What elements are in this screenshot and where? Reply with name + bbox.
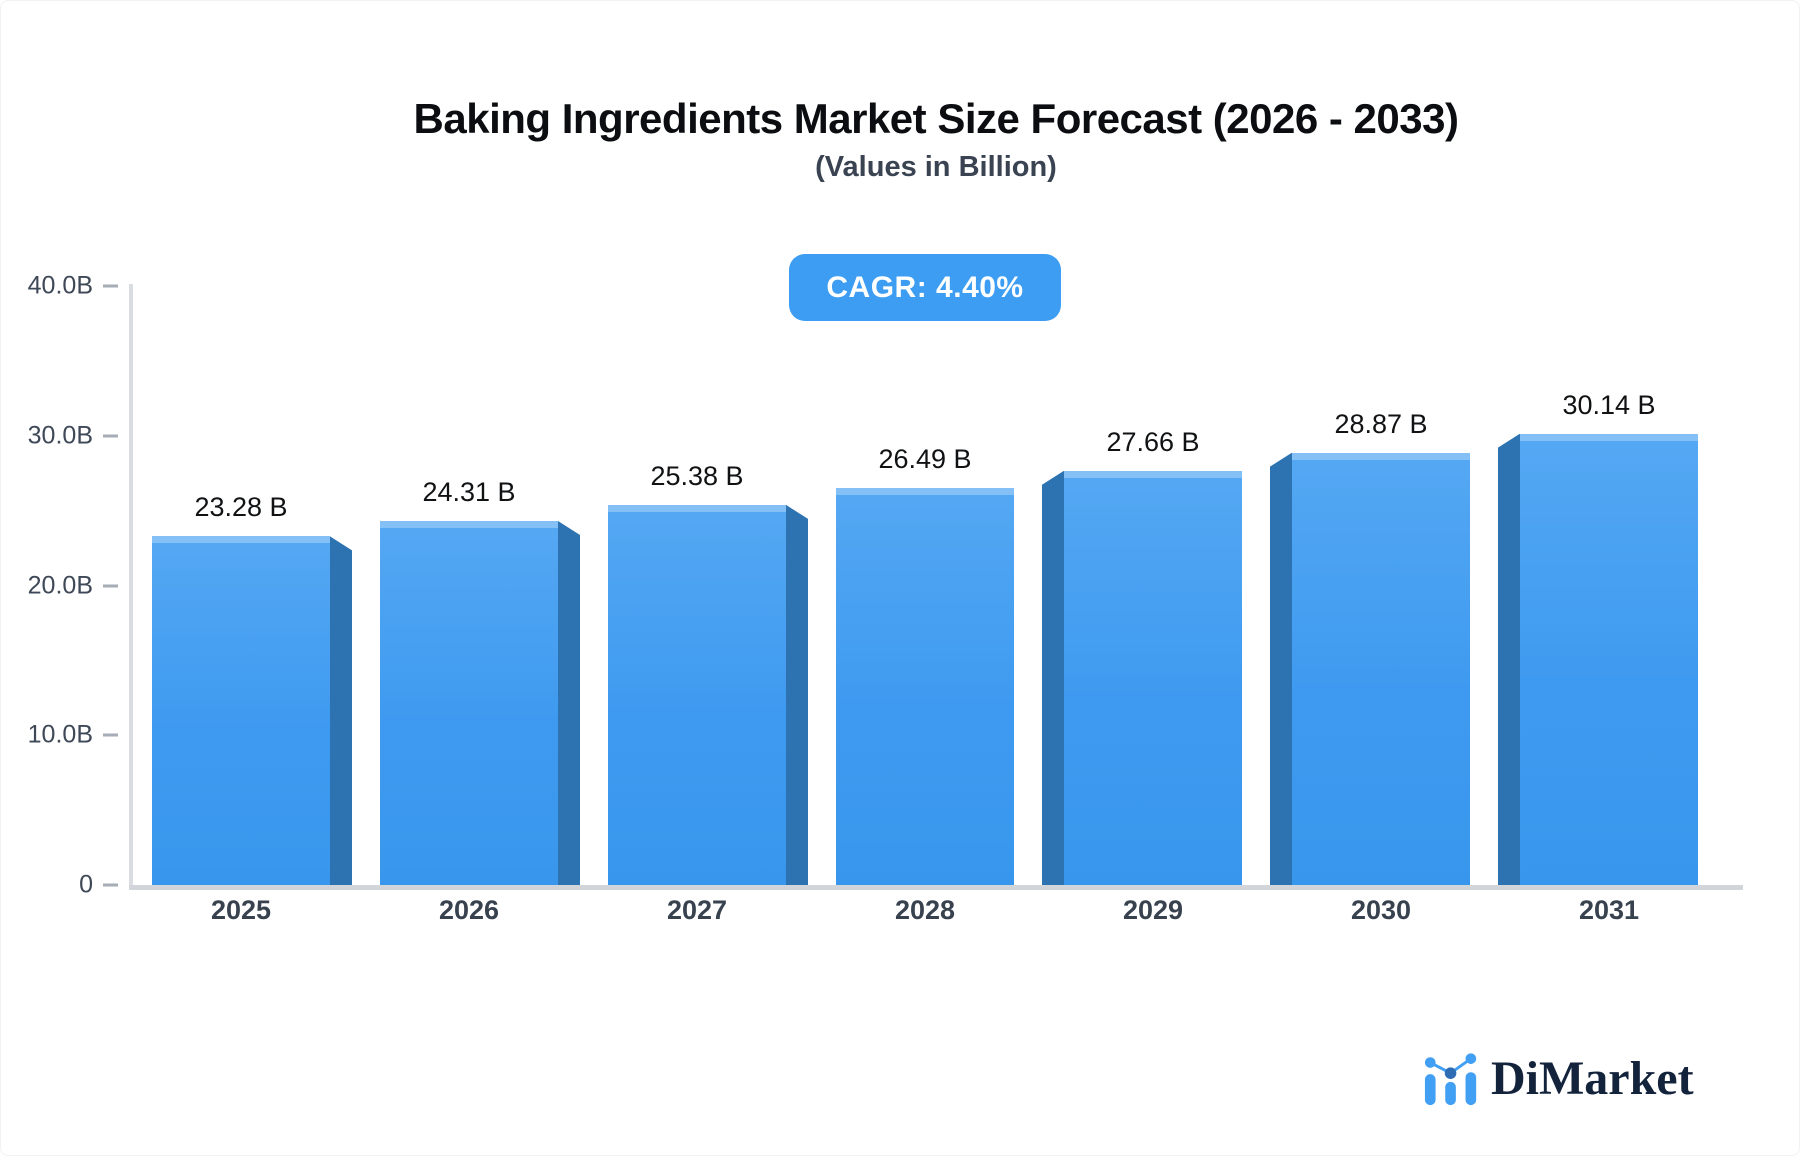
x-tick-label-2026: 2026 (438, 895, 500, 925)
bar-value-label-2026: 24.31 B (422, 476, 516, 507)
x-tick-label-2027: 2027 (666, 895, 728, 925)
y-tick-label-40.0B: 40.0B (27, 271, 93, 300)
y-axis-line (129, 284, 133, 890)
bar-value-label-2031: 30.14 B (1562, 389, 1656, 420)
bar-2028 (836, 488, 1014, 885)
y-tick-dash (103, 584, 118, 587)
x-tick-label-2028: 2028 (894, 895, 956, 925)
bar-3d-side-2030 (1270, 452, 1292, 885)
x-tick-label-2030: 2030 (1350, 895, 1412, 925)
bar-2027 (608, 504, 786, 885)
x-tick-label-2029: 2029 (1122, 895, 1184, 925)
bar-value-label-2030: 28.87 B (1334, 408, 1428, 439)
bar-3d-side-2031 (1498, 433, 1520, 885)
y-tick-label-10.0B: 10.0B (27, 720, 93, 749)
bar-value-label-2027: 25.38 B (650, 460, 744, 491)
bar-3d-side-2029 (1042, 470, 1064, 885)
cagr-badge: CAGR: 4.40% (789, 254, 1061, 321)
chart-title: Baking Ingredients Market Size Forecast … (413, 95, 1459, 142)
y-tick-dash (103, 883, 118, 887)
y-tick-label-0: 0 (79, 870, 93, 899)
bar-2026 (380, 520, 558, 885)
x-axis-line (129, 885, 1743, 890)
x-tick-label-2031: 2031 (1578, 895, 1640, 925)
bar-chart-with-dots-icon (1424, 1053, 1477, 1106)
bar-value-label-2029: 27.66 B (1106, 426, 1200, 457)
chart-subtitle: (Values in Billion) (815, 151, 1057, 183)
y-tick-dash (103, 434, 118, 438)
bar-3d-side-2025 (330, 536, 352, 885)
bar-value-label-2025: 23.28 B (194, 492, 288, 523)
x-tick-label-2025: 2025 (210, 895, 272, 925)
bar-2031 (1520, 433, 1698, 885)
brand-logo: DiMarket (1423, 1049, 1694, 1107)
bar-2025 (152, 536, 330, 885)
bar-2030 (1292, 452, 1470, 885)
brand-logo-text: DiMarket (1491, 1051, 1694, 1105)
y-tick-label-30.0B: 30.0B (27, 421, 93, 450)
bar-3d-side-2026 (558, 520, 580, 885)
y-tick-dash (103, 733, 118, 737)
bar-2029 (1064, 470, 1242, 885)
bar-3d-side-2027 (786, 504, 808, 885)
bar-value-label-2028: 26.49 B (878, 444, 972, 475)
cagr-badge-label: CAGR: 4.40% (826, 270, 1024, 304)
y-tick-label-20.0B: 20.0B (27, 571, 93, 599)
y-tick-dash (103, 284, 118, 288)
